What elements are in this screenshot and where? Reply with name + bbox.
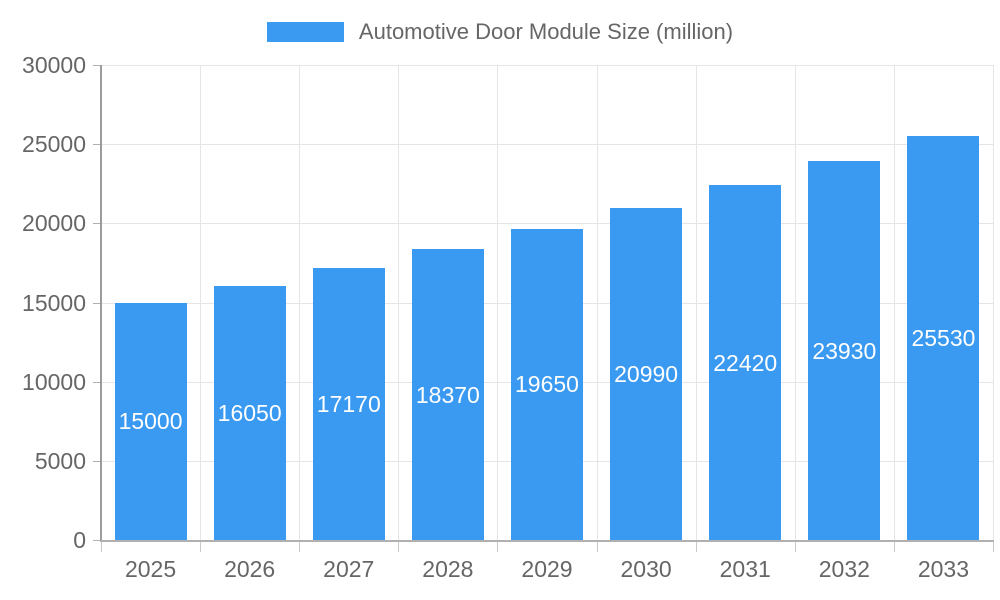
x-axis-label: 2029 <box>521 556 573 582</box>
bar[interactable] <box>610 207 683 540</box>
gridline-vertical <box>993 65 994 540</box>
bar-value-label: 25530 <box>911 324 976 351</box>
bar[interactable] <box>312 268 385 540</box>
y-axis-label: 5000 <box>34 447 86 474</box>
x-axis-label: 2027 <box>323 556 375 582</box>
x-axis-tick <box>596 542 598 552</box>
x-axis-label: 2028 <box>422 556 474 582</box>
gridline-horizontal <box>101 144 993 146</box>
x-axis-tick <box>893 542 895 552</box>
bar[interactable] <box>114 302 187 540</box>
bar[interactable] <box>709 185 782 540</box>
bar-value-label: 22420 <box>713 349 778 376</box>
x-axis-tick <box>993 542 994 552</box>
x-axis-label: 2025 <box>124 556 177 582</box>
bar-value-label: 18370 <box>415 381 480 408</box>
legend[interactable]: Automotive Door Module Size (million) <box>0 19 1000 45</box>
bar[interactable] <box>511 228 583 540</box>
y-axis-line <box>100 65 102 542</box>
y-axis-label: 20000 <box>22 210 86 237</box>
gridline-vertical <box>596 65 598 540</box>
gridline-horizontal <box>101 65 993 66</box>
gridline-vertical <box>695 65 697 540</box>
bar[interactable] <box>213 285 286 540</box>
y-axis-label: 10000 <box>22 368 86 395</box>
y-axis-tick <box>93 540 100 541</box>
x-axis-tick <box>101 542 102 552</box>
y-axis-tick <box>93 302 100 304</box>
x-axis-label: 2031 <box>719 556 771 582</box>
x-axis-label: 2032 <box>818 556 870 582</box>
gridline-vertical <box>200 65 202 540</box>
gridline-vertical <box>398 65 400 540</box>
y-axis-label: 25000 <box>22 131 86 158</box>
gridline-vertical <box>299 65 301 540</box>
bar-value-label: 15000 <box>118 408 183 435</box>
y-axis-label: 0 <box>73 527 86 553</box>
x-axis-tick <box>299 542 301 552</box>
y-axis-tick <box>93 460 100 462</box>
x-axis-label: 2026 <box>224 556 276 582</box>
gridline-vertical <box>794 65 796 540</box>
bar-value-label: 20990 <box>614 360 679 387</box>
x-axis-tick <box>794 542 796 552</box>
legend-swatch <box>266 22 344 42</box>
x-axis-line <box>100 540 994 542</box>
y-axis-tick <box>93 65 100 66</box>
x-axis-tick <box>695 542 697 552</box>
bar-value-label: 19650 <box>515 371 579 398</box>
y-axis-label: 15000 <box>22 289 86 316</box>
gridline-vertical <box>497 65 499 540</box>
y-axis-tick <box>93 144 100 146</box>
bar[interactable] <box>411 249 484 540</box>
bar-value-label: 23930 <box>812 337 877 364</box>
y-axis-tick <box>93 381 100 383</box>
x-axis-label: 2030 <box>620 556 672 582</box>
y-axis-tick <box>93 223 100 225</box>
gridline-horizontal <box>101 223 993 225</box>
gridline-vertical <box>893 65 895 540</box>
x-axis-label: 2033 <box>917 556 970 582</box>
bar[interactable] <box>907 135 980 540</box>
legend-label: Automotive Door Module Size (million) <box>358 19 734 44</box>
bar-value-label: 17170 <box>316 391 381 418</box>
x-axis-tick <box>398 542 400 552</box>
bar[interactable] <box>808 161 881 540</box>
bar-value-label: 16050 <box>217 399 282 426</box>
x-axis-tick <box>497 542 499 552</box>
y-axis-label: 30000 <box>22 52 86 78</box>
x-axis-tick <box>200 542 202 552</box>
